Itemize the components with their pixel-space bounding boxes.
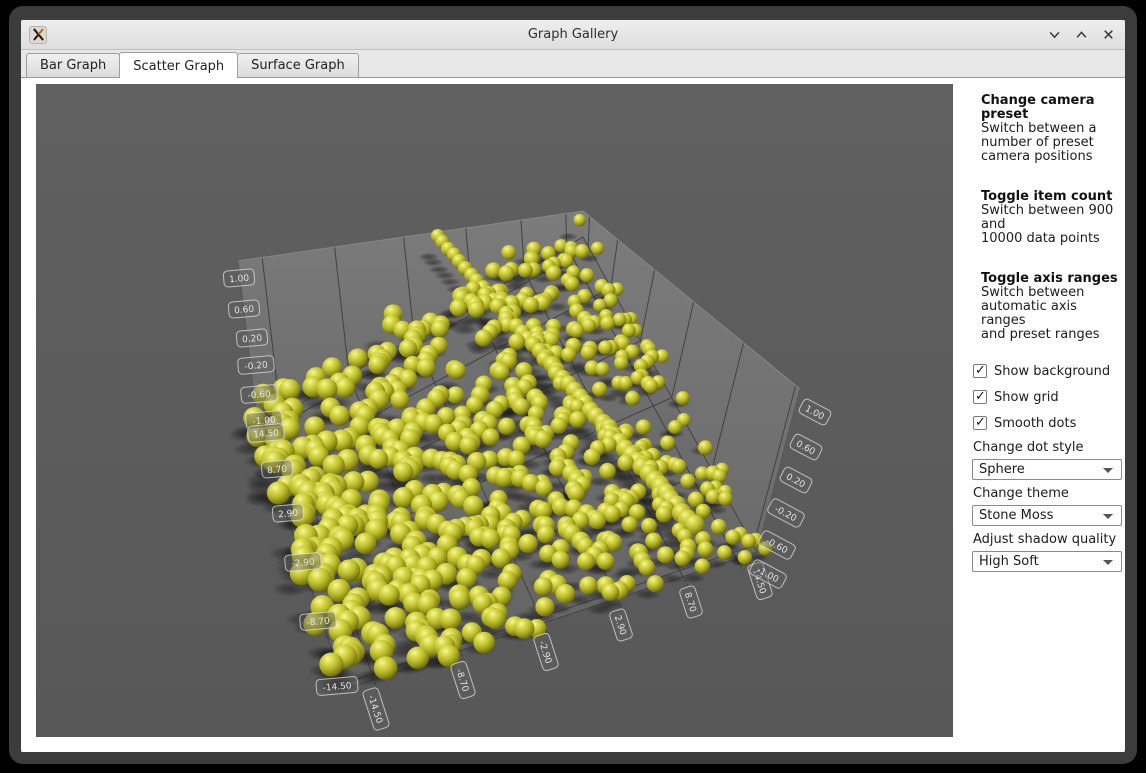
button-title: Toggle axis ranges <box>981 271 1118 286</box>
svg-text:-14.50: -14.50 <box>322 681 352 694</box>
xorg-logo-icon <box>32 28 44 41</box>
tab-bar: Bar Graph Scatter Graph Surface Graph <box>21 50 1125 78</box>
show-background-checkbox-row: ✓ Show background <box>973 362 1122 380</box>
scatter-points-layer <box>243 213 773 680</box>
svg-text:-0.60: -0.60 <box>247 389 271 401</box>
axis-ranges-button[interactable]: Toggle axis ranges Switch between automa… <box>981 272 1122 342</box>
svg-text:1.00: 1.00 <box>229 274 250 286</box>
svg-text:-0.20: -0.20 <box>244 360 268 372</box>
svg-text:2.90: 2.90 <box>278 509 299 521</box>
checkmark-icon: ✓ <box>975 363 986 378</box>
button-title: Toggle item count <box>981 189 1113 204</box>
button-text-line: number of preset <box>981 135 1094 150</box>
shadow-quality-label: Adjust shadow quality <box>973 532 1117 547</box>
titlebar[interactable]: Graph Gallery <box>21 20 1125 50</box>
dot-style-label: Change dot style <box>973 440 1084 455</box>
checkbox-label: Show grid <box>994 389 1059 405</box>
svg-text:8.70: 8.70 <box>267 465 288 477</box>
window-controls <box>1045 20 1117 49</box>
select-value: Stone Moss <box>979 508 1054 523</box>
smooth-dots-checkbox-row: ✓ Smooth dots <box>973 414 1122 432</box>
smooth-dots-checkbox[interactable]: ✓ <box>973 415 987 430</box>
button-text-line: 10000 data points <box>981 231 1100 246</box>
y-axis-labels-left: 1.000.600.20-0.20-0.60-1.00 <box>222 268 283 430</box>
theme-label: Change theme <box>973 486 1069 501</box>
button-text-line: Switch between 900 and <box>981 203 1114 232</box>
chevron-down-icon <box>1049 31 1059 39</box>
button-text-line: Switch between a <box>981 121 1097 136</box>
show-grid-checkbox-row: ✓ Show grid <box>973 388 1122 406</box>
item-count-button[interactable]: Toggle item count Switch between 900 and… <box>981 190 1122 246</box>
checkbox-label: Show background <box>994 363 1111 379</box>
theme-select[interactable]: Stone Moss <box>972 505 1122 526</box>
show-background-checkbox[interactable]: ✓ <box>973 363 987 378</box>
scatter-3d-view[interactable]: 1.00 0.60 0.20 -0.20 -0.60 -1.00 14.50 8.70 2.90… <box>36 84 953 737</box>
button-text-line: camera positions <box>981 149 1093 164</box>
checkmark-icon: ✓ <box>975 415 986 430</box>
button-text-line: and preset ranges <box>981 327 1100 342</box>
tab-bar-graph[interactable]: Bar Graph <box>26 53 121 77</box>
scatter-3d-canvas[interactable]: 1.000.600.20-0.20-0.60-1.0014.508.702.90… <box>36 84 953 737</box>
shadow-quality-select[interactable]: High Soft <box>972 551 1122 572</box>
svg-text:-8.70: -8.70 <box>306 616 330 628</box>
svg-text:0.60: 0.60 <box>234 305 255 317</box>
chevron-down-icon <box>1103 560 1113 565</box>
app-icon <box>29 25 47 44</box>
close-button[interactable] <box>1099 26 1117 44</box>
button-text-line: automatic axis ranges <box>981 299 1077 328</box>
maximize-button[interactable] <box>1072 26 1090 44</box>
show-grid-checkbox[interactable]: ✓ <box>973 389 987 404</box>
minimize-button[interactable] <box>1045 26 1063 44</box>
chevron-up-icon <box>1076 31 1086 38</box>
tab-surface-graph[interactable]: Surface Graph <box>237 53 359 77</box>
camera-preset-button[interactable]: Change camera preset Switch between a nu… <box>981 94 1122 164</box>
svg-text:14.50: 14.50 <box>253 428 280 440</box>
button-title: Change camera preset <box>981 93 1095 122</box>
controls-panel: Change camera preset Switch between a nu… <box>968 78 1125 578</box>
checkbox-label: Smooth dots <box>994 415 1077 431</box>
checkmark-icon: ✓ <box>975 389 986 404</box>
dot-style-select[interactable]: Sphere <box>972 459 1122 480</box>
tab-scatter-graph[interactable]: Scatter Graph <box>119 52 239 78</box>
window-frame: Graph Gallery <box>9 6 1137 764</box>
chevron-down-icon <box>1103 468 1113 473</box>
button-text-line: Switch between <box>981 285 1085 300</box>
x-axis-labels: 14.50 8.70 2.90 -2.90 -8.70 -14.50 <box>247 423 359 696</box>
scatter-tab-page: 1.00 0.60 0.20 -0.20 -0.60 -1.00 14.50 8.70 2.90… <box>21 78 1125 752</box>
svg-text:-2.90: -2.90 <box>291 557 315 569</box>
close-icon <box>1103 30 1113 39</box>
svg-text:0.20: 0.20 <box>242 334 263 346</box>
select-value: Sphere <box>979 462 1025 477</box>
select-value: High Soft <box>979 554 1039 569</box>
window: Graph Gallery <box>21 20 1125 752</box>
chevron-down-icon <box>1103 514 1113 519</box>
window-title: Graph Gallery <box>527 27 619 42</box>
